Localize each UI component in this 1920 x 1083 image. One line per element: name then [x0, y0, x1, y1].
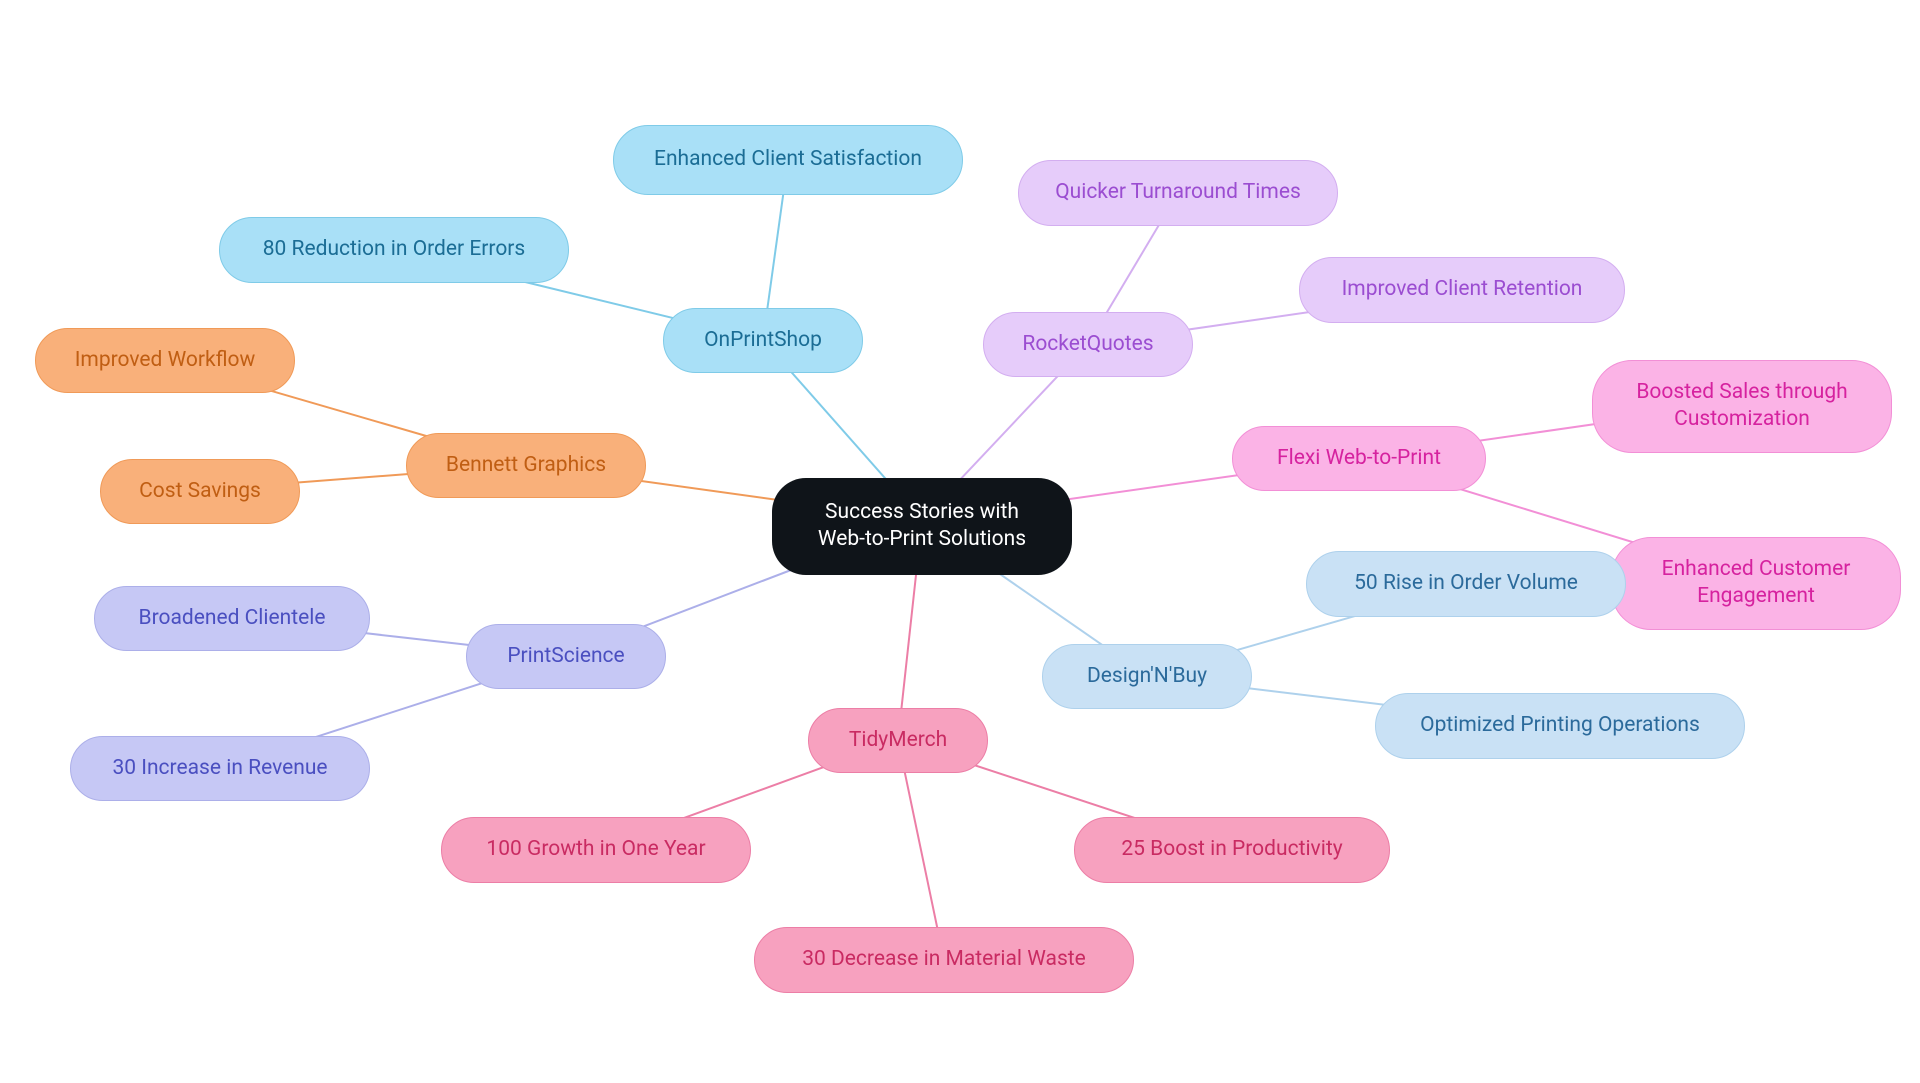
node-enhanced-engagement: Enhanced Customer Engagement [1611, 537, 1901, 630]
mindmap-canvas: Success Stories with Web-to-Print Soluti… [0, 0, 1920, 1083]
node-tidymerch: TidyMerch [808, 708, 988, 773]
node-flexi: Flexi Web-to-Print [1232, 426, 1486, 491]
node-cost-savings: Cost Savings [100, 459, 300, 524]
node-30-decrease-waste: 30 Decrease in Material Waste [754, 927, 1134, 993]
node-enhanced-client-sat: Enhanced Client Satisfaction [613, 125, 963, 195]
node-25-boost-prod: 25 Boost in Productivity [1074, 817, 1390, 883]
node-printscience: PrintScience [466, 624, 666, 689]
node-improved-workflow: Improved Workflow [35, 328, 295, 393]
node-100-growth: 100 Growth in One Year [441, 817, 751, 883]
node-80-reduction: 80 Reduction in Order Errors [219, 217, 569, 283]
node-broadened-clientele: Broadened Clientele [94, 586, 370, 651]
node-designnbuy: Design'N'Buy [1042, 644, 1252, 709]
node-improved-retention: Improved Client Retention [1299, 257, 1625, 323]
node-rocketquotes: RocketQuotes [983, 312, 1193, 377]
node-bennett: Bennett Graphics [406, 433, 646, 498]
node-onprintshop: OnPrintShop [663, 308, 863, 373]
node-quicker-turnaround: Quicker Turnaround Times [1018, 160, 1338, 226]
node-optimized-printing: Optimized Printing Operations [1375, 693, 1745, 759]
node-50-rise: 50 Rise in Order Volume [1306, 551, 1626, 617]
node-30-increase-revenue: 30 Increase in Revenue [70, 736, 370, 801]
node-boosted-sales: Boosted Sales through Customization [1592, 360, 1892, 453]
node-center: Success Stories with Web-to-Print Soluti… [772, 478, 1072, 575]
